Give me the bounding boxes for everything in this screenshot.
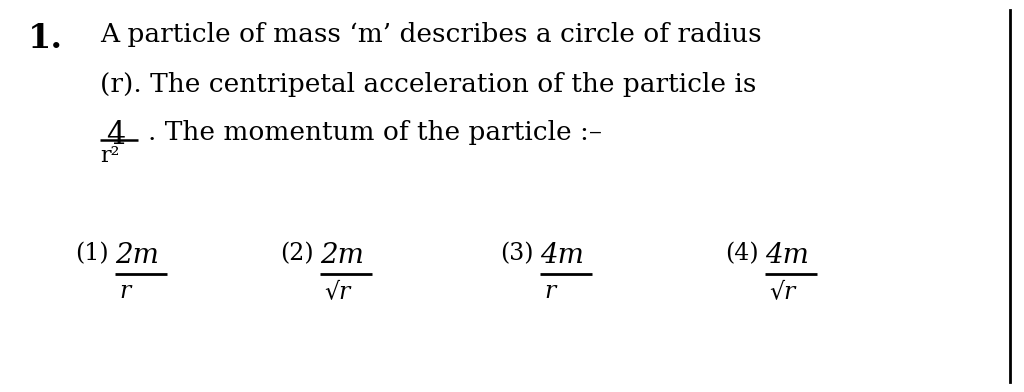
Text: r: r	[119, 280, 130, 303]
Text: 2m: 2m	[115, 242, 159, 269]
Text: r²: r²	[100, 145, 120, 167]
Text: r: r	[544, 280, 555, 303]
Text: 4m: 4m	[540, 242, 584, 269]
Text: (3): (3)	[500, 242, 534, 265]
Text: √r: √r	[769, 280, 796, 303]
Text: 4m: 4m	[765, 242, 809, 269]
Text: (2): (2)	[280, 242, 313, 265]
Text: A particle of mass ‘m’ describes a circle of radius: A particle of mass ‘m’ describes a circl…	[100, 22, 762, 47]
Text: 4: 4	[106, 120, 125, 151]
Text: (r). The centripetal acceleration of the particle is: (r). The centripetal acceleration of the…	[100, 72, 757, 97]
Text: (1): (1)	[75, 242, 109, 265]
Text: (4): (4)	[725, 242, 759, 265]
Text: √r: √r	[324, 280, 350, 303]
Text: 2m: 2m	[319, 242, 364, 269]
Text: . The momentum of the particle :–: . The momentum of the particle :–	[148, 120, 602, 145]
Text: 1.: 1.	[28, 22, 63, 55]
